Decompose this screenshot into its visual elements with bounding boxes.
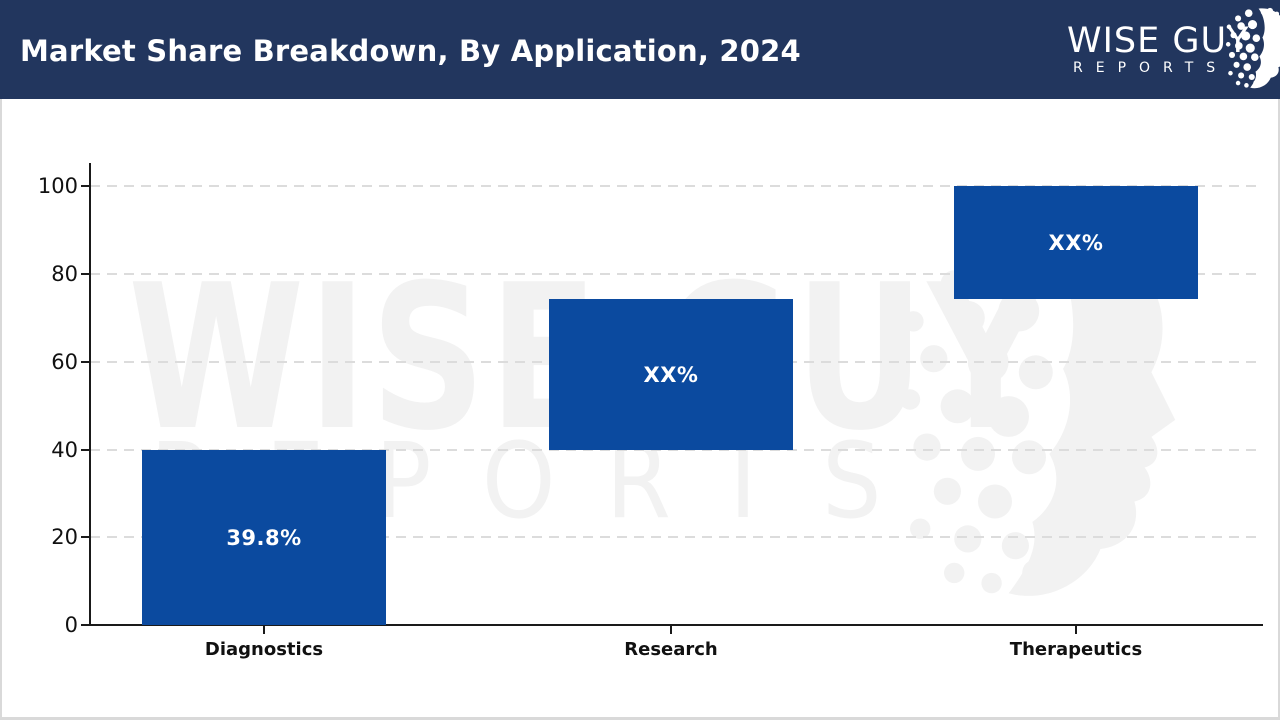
x-tick-mark: [263, 626, 265, 634]
bar-value-label: XX%: [1048, 230, 1104, 255]
x-category-label: Diagnostics: [204, 639, 324, 660]
y-tick-label: 40: [51, 437, 78, 462]
bar-value-label: XX%: [643, 362, 699, 387]
y-tick-mark: [81, 360, 89, 363]
x-category-label: Research: [624, 639, 718, 660]
x-axis-line: [89, 624, 1263, 626]
y-tick-label: 20: [51, 525, 78, 550]
x-category-label: Therapeutics: [1009, 639, 1143, 660]
page-title: Market Share Breakdown, By Application, …: [20, 34, 801, 68]
y-tick-mark: [81, 624, 89, 626]
y-tick-mark: [81, 273, 89, 276]
y-tick-label: 60: [51, 349, 78, 374]
brand-subtitle: REPORTS: [1073, 60, 1229, 76]
y-tick-label: 0: [64, 613, 78, 637]
y-axis-line: [89, 163, 91, 626]
x-tick-mark: [1075, 626, 1077, 634]
y-tick-label: 100: [37, 174, 78, 199]
gridline: [90, 536, 1263, 539]
y-tick-mark: [81, 448, 89, 451]
bar-value-label: 39.8%: [226, 525, 302, 550]
y-tick-mark: [81, 185, 89, 188]
y-tick-label: 80: [51, 262, 78, 287]
gridline: [90, 273, 1263, 276]
header-bar: Market Share Breakdown, By Application, …: [0, 0, 1280, 99]
gridline: [90, 185, 1263, 188]
brand-name: WISE GUY: [1067, 21, 1250, 61]
y-tick-mark: [81, 536, 89, 539]
bar: XX%: [954, 186, 1198, 300]
x-tick-mark: [670, 626, 672, 634]
brand-head-icon: [1213, 6, 1280, 94]
bar: 39.8%: [142, 450, 386, 625]
bar: XX%: [549, 299, 793, 451]
brand-logo: WISE GUY REPORTS: [1005, 0, 1270, 99]
